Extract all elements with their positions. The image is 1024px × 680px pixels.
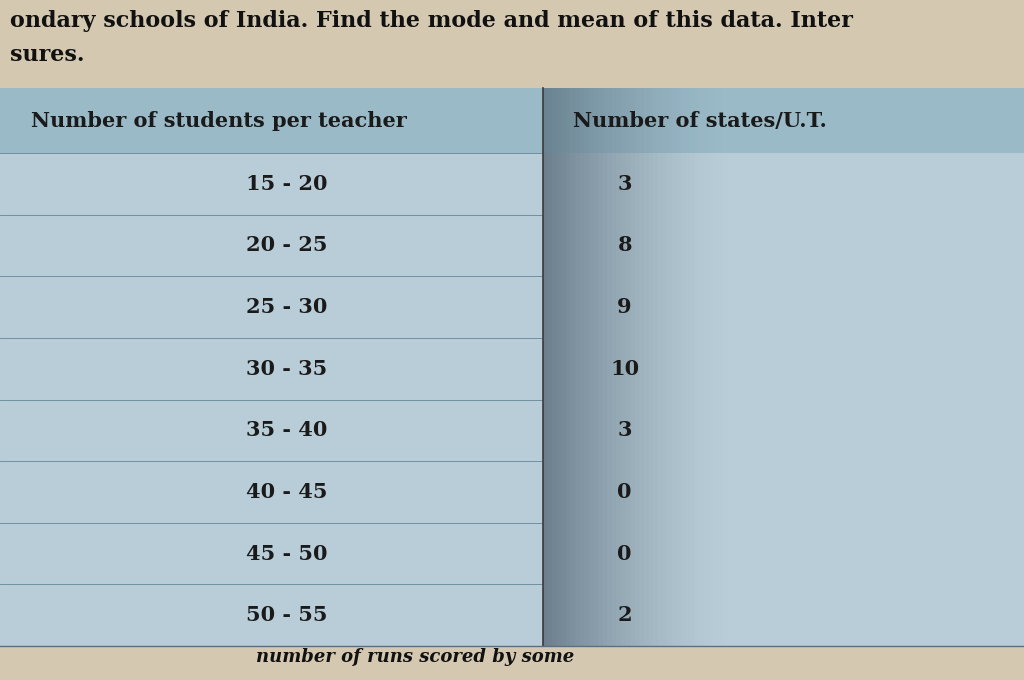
Text: 25 - 30: 25 - 30 [246,297,328,317]
Text: 30 - 35: 30 - 35 [246,358,328,379]
Text: ondary schools of India. Find the mode and mean of this data. Inter: ondary schools of India. Find the mode a… [10,10,853,32]
Text: 3: 3 [617,174,632,194]
Text: 9: 9 [617,297,632,317]
Text: 45 - 50: 45 - 50 [246,543,328,564]
Text: 20 - 25: 20 - 25 [246,235,328,256]
Text: 0: 0 [617,482,632,502]
Text: number of runs scored by some: number of runs scored by some [256,649,574,666]
Text: 0: 0 [617,543,632,564]
Text: 40 - 45: 40 - 45 [246,482,328,502]
Text: 50 - 55: 50 - 55 [246,605,328,625]
Text: Number of states/U.T.: Number of states/U.T. [573,111,827,131]
Text: 15 - 20: 15 - 20 [246,174,328,194]
Text: Number of students per teacher: Number of students per teacher [31,111,407,131]
Text: 8: 8 [617,235,632,256]
Text: 10: 10 [610,358,639,379]
Text: sures.: sures. [10,44,85,66]
Text: 2: 2 [617,605,632,625]
Text: 3: 3 [617,420,632,441]
Text: 35 - 40: 35 - 40 [246,420,328,441]
